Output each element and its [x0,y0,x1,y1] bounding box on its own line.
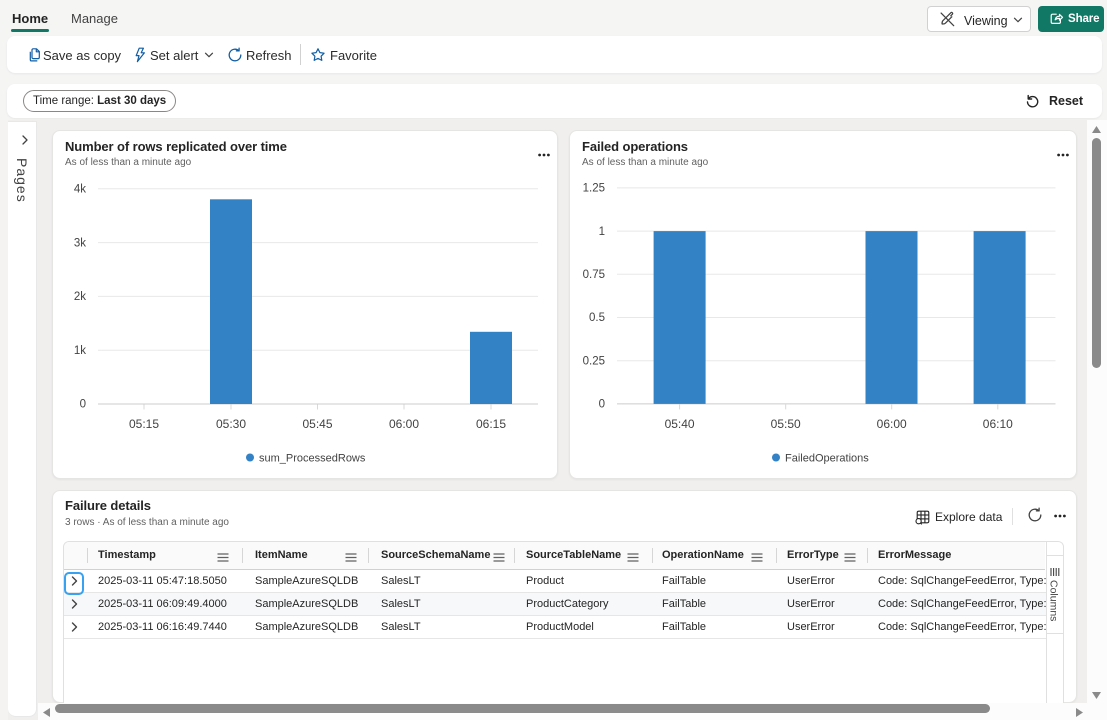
svg-text:06:00: 06:00 [389,417,419,431]
svg-text:05:30: 05:30 [216,417,246,431]
svg-text:06:00: 06:00 [877,417,907,431]
svg-text:1: 1 [599,226,605,238]
svg-text:1k: 1k [74,345,86,357]
svg-text:0: 0 [599,399,605,411]
svg-text:05:40: 05:40 [665,417,695,431]
svg-text:2k: 2k [74,291,86,303]
svg-text:05:50: 05:50 [771,417,801,431]
svg-text:06:10: 06:10 [983,417,1013,431]
svg-text:0.5: 0.5 [589,312,605,324]
svg-text:05:15: 05:15 [129,417,159,431]
svg-text:06:15: 06:15 [476,417,506,431]
svg-text:4k: 4k [74,184,86,196]
svg-text:1.25: 1.25 [583,183,605,195]
svg-text:FailedOperations: FailedOperations [785,453,869,465]
svg-text:3k: 3k [74,237,86,249]
svg-text:0.25: 0.25 [583,355,605,367]
svg-text:0.75: 0.75 [583,269,605,281]
svg-text:sum_ProcessedRows: sum_ProcessedRows [259,453,366,465]
svg-text:05:45: 05:45 [302,417,332,431]
svg-text:0: 0 [80,399,86,411]
